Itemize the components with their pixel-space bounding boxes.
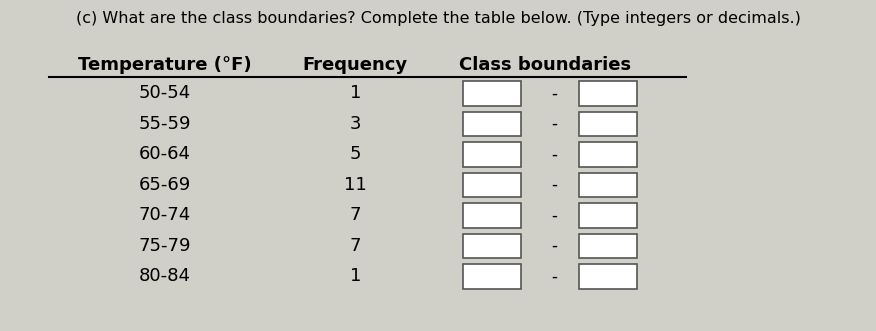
- Text: Frequency: Frequency: [303, 56, 408, 73]
- Text: 65-69: 65-69: [139, 176, 191, 194]
- Text: (c) What are the class boundaries? Complete the table below. (Type integers or d: (c) What are the class boundaries? Compl…: [75, 11, 801, 26]
- Text: -: -: [551, 115, 557, 133]
- FancyBboxPatch shape: [463, 81, 520, 106]
- Text: -: -: [551, 207, 557, 224]
- Text: -: -: [551, 237, 557, 255]
- Text: -: -: [551, 145, 557, 163]
- FancyBboxPatch shape: [579, 142, 637, 166]
- Text: 1: 1: [350, 84, 361, 102]
- Text: 50-54: 50-54: [139, 84, 191, 102]
- Text: 75-79: 75-79: [138, 237, 191, 255]
- Text: 7: 7: [350, 207, 361, 224]
- Text: 55-59: 55-59: [138, 115, 191, 133]
- Text: 70-74: 70-74: [139, 207, 191, 224]
- Text: 80-84: 80-84: [139, 267, 191, 285]
- Text: 3: 3: [350, 115, 361, 133]
- FancyBboxPatch shape: [463, 173, 520, 197]
- FancyBboxPatch shape: [463, 142, 520, 166]
- FancyBboxPatch shape: [579, 264, 637, 289]
- FancyBboxPatch shape: [579, 112, 637, 136]
- Text: 1: 1: [350, 267, 361, 285]
- Text: Class boundaries: Class boundaries: [460, 56, 632, 73]
- FancyBboxPatch shape: [579, 81, 637, 106]
- FancyBboxPatch shape: [463, 203, 520, 228]
- FancyBboxPatch shape: [579, 203, 637, 228]
- Text: 11: 11: [344, 176, 367, 194]
- FancyBboxPatch shape: [463, 234, 520, 258]
- FancyBboxPatch shape: [579, 173, 637, 197]
- Text: -: -: [551, 84, 557, 102]
- Text: 60-64: 60-64: [139, 145, 191, 163]
- FancyBboxPatch shape: [579, 234, 637, 258]
- Text: Temperature (°F): Temperature (°F): [78, 56, 251, 73]
- Text: 7: 7: [350, 237, 361, 255]
- FancyBboxPatch shape: [463, 112, 520, 136]
- FancyBboxPatch shape: [463, 264, 520, 289]
- Text: 5: 5: [350, 145, 361, 163]
- Text: -: -: [551, 267, 557, 285]
- Text: -: -: [551, 176, 557, 194]
